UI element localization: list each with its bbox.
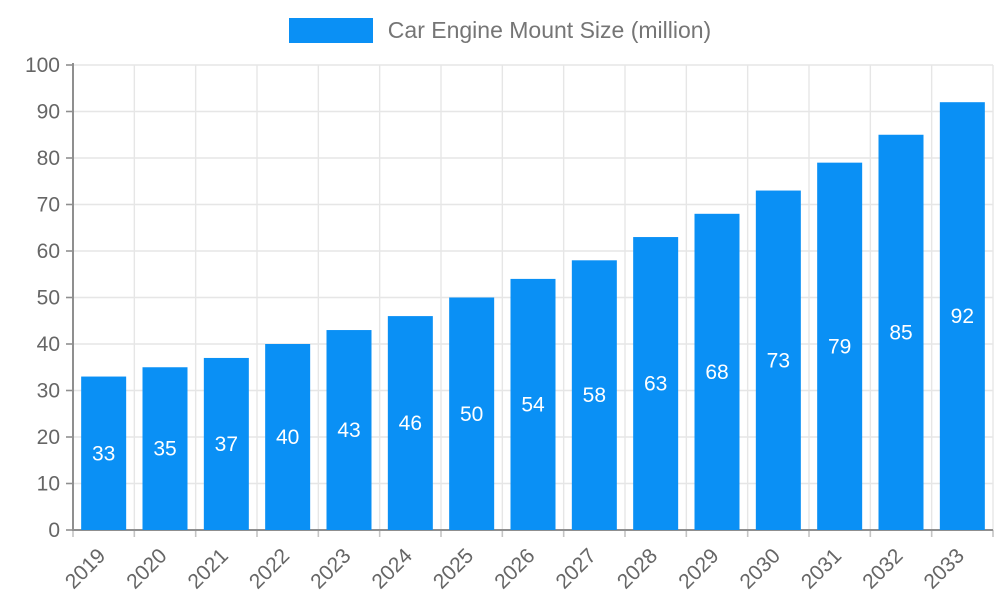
bar-value-label: 58 <box>583 384 606 407</box>
legend-swatch <box>288 18 373 43</box>
x-tick-label: 2023 <box>306 544 355 593</box>
legend-item[interactable]: Car Engine Mount Size (million) <box>0 18 1000 43</box>
bar-value-label: 79 <box>828 335 851 358</box>
bar[interactable] <box>265 344 311 530</box>
bar[interactable] <box>449 297 495 531</box>
y-tick-label: 100 <box>25 54 60 77</box>
x-tick-label: 2028 <box>613 544 662 593</box>
y-tick-label: 60 <box>37 240 60 263</box>
bar-value-label: 54 <box>521 393 545 416</box>
bar[interactable] <box>203 357 249 530</box>
x-tick-label: 2029 <box>674 544 723 593</box>
bar[interactable] <box>510 278 556 530</box>
x-tick-label: 2032 <box>858 544 907 593</box>
bar-value-label: 43 <box>337 419 360 442</box>
x-tick-label: 2033 <box>920 544 969 593</box>
bar[interactable] <box>633 237 679 531</box>
bar-value-label: 63 <box>644 373 667 396</box>
bar-value-label: 50 <box>460 403 483 426</box>
y-tick-label: 40 <box>37 333 60 356</box>
x-tick-label: 2030 <box>736 544 785 593</box>
legend-label: Car Engine Mount Size (million) <box>387 17 712 43</box>
x-tick-label: 2022 <box>245 544 294 593</box>
bar-value-label: 35 <box>153 438 176 461</box>
bar-value-label: 37 <box>215 433 238 456</box>
y-tick-label: 0 <box>48 519 60 542</box>
bar-value-label: 33 <box>92 442 115 465</box>
x-tick-label: 2020 <box>122 544 171 593</box>
x-tick-label: 2026 <box>490 544 539 593</box>
x-tick-label: 2024 <box>368 544 418 594</box>
y-tick-label: 30 <box>37 380 60 403</box>
bar[interactable] <box>142 367 188 530</box>
y-tick-label: 80 <box>37 147 60 170</box>
bar[interactable] <box>878 134 924 530</box>
bar[interactable] <box>939 102 985 530</box>
bar-value-label: 40 <box>276 426 299 449</box>
y-tick-label: 70 <box>37 194 60 217</box>
y-tick-label: 10 <box>37 473 60 496</box>
bar[interactable] <box>694 213 740 531</box>
bar[interactable] <box>326 330 372 530</box>
x-tick-label: 2021 <box>184 544 233 593</box>
y-tick-label: 20 <box>37 426 60 449</box>
x-tick-label: 2025 <box>429 544 478 593</box>
x-tick-label: 2019 <box>61 544 110 593</box>
bar[interactable] <box>81 376 127 530</box>
bar[interactable] <box>817 162 863 530</box>
x-tick-label: 2027 <box>552 544 601 593</box>
bar-value-label: 46 <box>399 412 422 435</box>
bar-value-label: 68 <box>705 361 728 384</box>
y-tick-label: 90 <box>37 101 60 124</box>
bar-value-label: 85 <box>889 321 912 344</box>
y-tick-label: 50 <box>37 287 60 310</box>
x-tick-label: 2031 <box>797 544 846 593</box>
bar[interactable] <box>571 260 617 530</box>
bar-value-label: 92 <box>951 305 974 328</box>
bar-value-label: 73 <box>767 349 790 372</box>
bar[interactable] <box>387 316 433 530</box>
bar[interactable] <box>755 190 801 531</box>
